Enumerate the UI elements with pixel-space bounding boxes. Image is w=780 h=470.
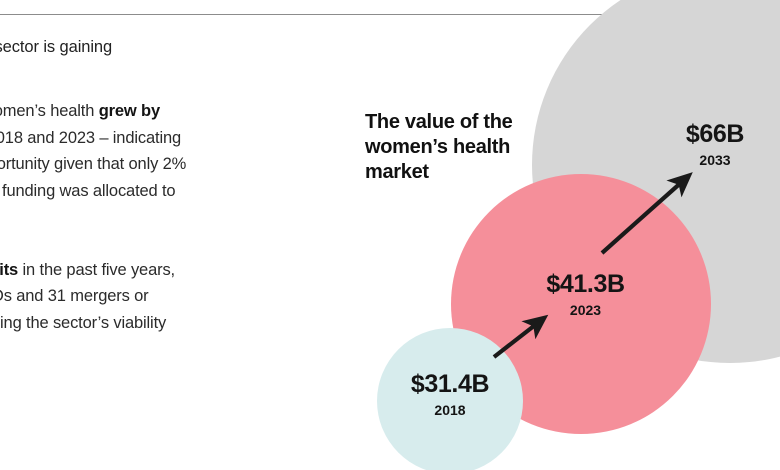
bubble-year-2018: 2018	[434, 402, 466, 418]
bubble-label-2018: $31.4B 2018	[387, 370, 513, 418]
paragraph-1-run-1: ents in women’s health	[0, 102, 95, 120]
paragraph-1-run-3: etween 2018 and 2023 – indicatingdous op…	[0, 128, 187, 200]
bubble-year-2023: 2023	[569, 302, 602, 318]
article-paragraph-2: essful exits in the past five years,g fo…	[0, 257, 300, 363]
bubble-value-2023: $41.3B	[546, 270, 625, 298]
article-paragraph-1: ents in women’s health grew by etween 201…	[0, 98, 300, 231]
paragraph-1-run-2-bold: grew by	[98, 102, 160, 120]
bubble-year-2033: 2033	[699, 152, 731, 168]
paragraph-2-run-2: in the past five years,g four IPOs and 3…	[0, 260, 175, 332]
bubble-value-2018: $31.4B	[410, 370, 490, 398]
header-divider	[0, 14, 780, 15]
article-heading: 's health sector is gaining	[0, 38, 113, 56]
chart-title: The value of the women’s health market	[365, 111, 513, 183]
article-column: 's health sector is gaining ents in wome…	[0, 36, 300, 389]
paragraph-2-run-1-bold: essful exits	[0, 260, 19, 279]
bubble-label-2033: $66B 2033	[660, 120, 770, 168]
bubble-label-2023: $41.3B 2023	[518, 270, 653, 318]
bubble-value-2033: $66B	[685, 120, 745, 148]
